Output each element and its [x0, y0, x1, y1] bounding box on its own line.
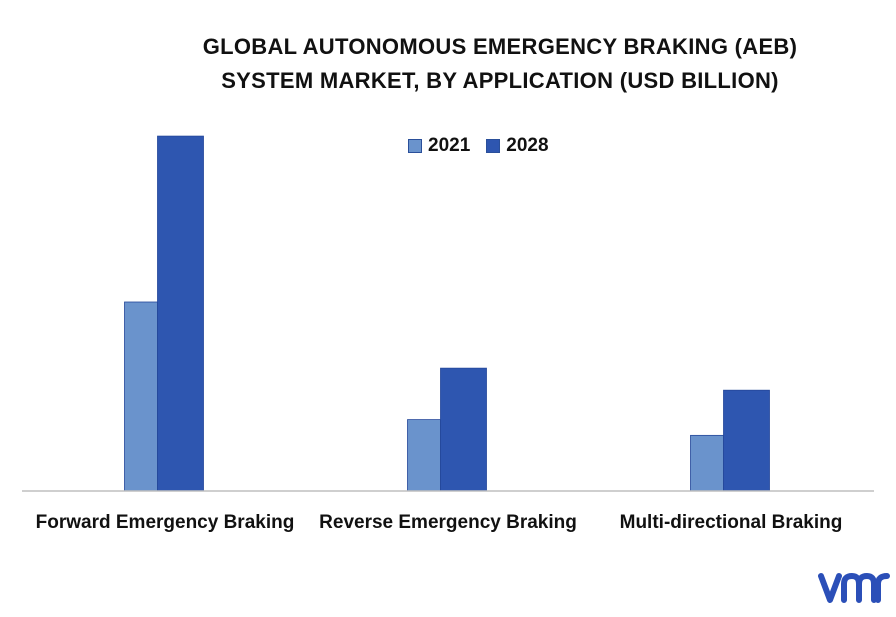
- legend-item-2021: 2021: [408, 135, 470, 157]
- chart-title-line-1: GLOBAL AUTONOMOUS EMERGENCY BRAKING (AEB…: [202, 34, 798, 59]
- vmr-logo-icon: [818, 573, 890, 603]
- legend-label-2021: 2021: [428, 135, 471, 156]
- legend-item-2028: 2028: [486, 135, 549, 157]
- chart-title-line-2: SYSTEM MARKET, BY APPLICATION (USD BILLI…: [221, 68, 779, 93]
- bar-2021-forward-emergency-braking: [124, 301, 158, 492]
- legend-label-2028: 2028: [506, 135, 549, 156]
- legend: 2021 2028: [408, 135, 565, 157]
- category-label-forward-emergency-braking: Forward Emergency Braking: [36, 512, 295, 533]
- bar-2028-reverse-emergency-braking: [440, 367, 487, 492]
- legend-swatch-2021: [408, 139, 422, 153]
- bar-2028-multi-directional-braking: [723, 389, 770, 492]
- bar-2021-reverse-emergency-braking: [407, 419, 441, 492]
- bar-2021-multi-directional-braking: [690, 434, 724, 492]
- chart-title: GLOBAL AUTONOMOUS EMERGENCY BRAKING (AEB…: [150, 30, 850, 98]
- category-label-reverse-emergency-braking: Reverse Emergency Braking: [319, 512, 577, 533]
- category-labels: Forward Emergency Braking Reverse Emergen…: [36, 512, 843, 533]
- legend-swatch-2028: [486, 139, 501, 153]
- bars-group: [124, 135, 770, 492]
- category-label-multi-directional-braking: Multi-directional Braking: [620, 512, 843, 533]
- bar-2028-forward-emergency-braking: [157, 135, 204, 492]
